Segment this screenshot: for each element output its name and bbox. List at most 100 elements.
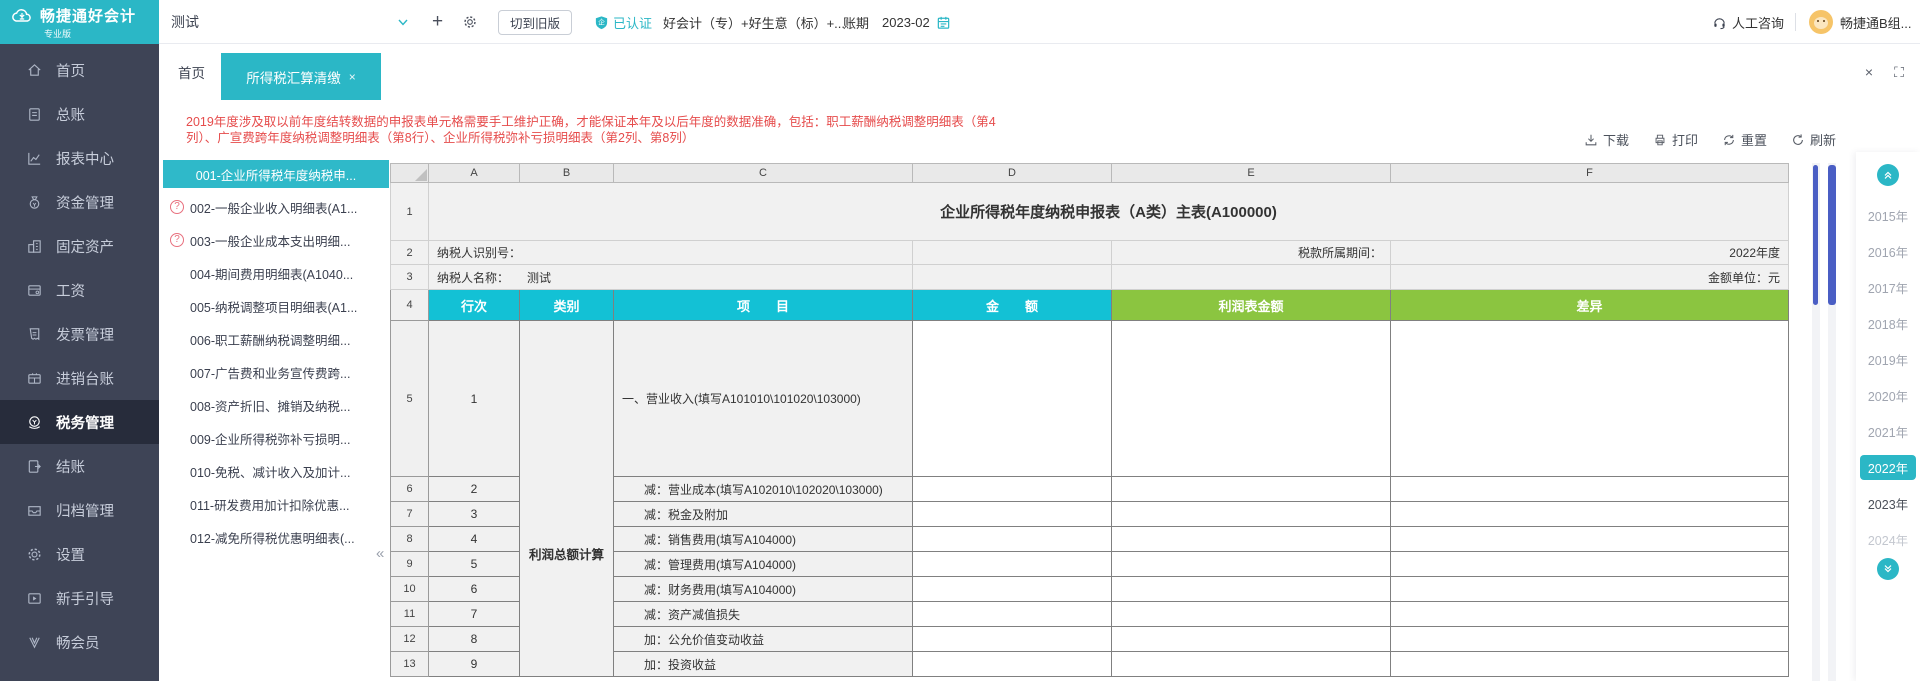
item-cell[interactable]: 加：公允价值变动收益 (613, 626, 913, 652)
header-amount[interactable]: 金 额 (912, 289, 1112, 321)
diff-cell[interactable] (1390, 501, 1789, 527)
year-item[interactable]: 2024年 (1856, 526, 1920, 552)
item-cell[interactable]: 减：营业成本(填写A102010\102020\103000) (613, 476, 913, 502)
sidebar-item-ledger[interactable]: 总账 (0, 92, 159, 136)
sidebar-item-fund[interactable]: 资金管理 (0, 180, 159, 224)
user-avatar[interactable] (1809, 10, 1833, 34)
add-workspace-button[interactable]: + (432, 11, 444, 32)
amount-cell[interactable] (912, 501, 1112, 527)
header-line-no[interactable]: 行次 (428, 289, 520, 321)
diff-cell[interactable] (1390, 626, 1789, 652)
category-merged-cell[interactable]: 利润总额计算 (519, 320, 614, 677)
col-header-f[interactable]: F (1390, 163, 1789, 183)
header-profit-amount[interactable]: 利润表金额 (1111, 289, 1391, 321)
sidebar-item-counter[interactable]: 进销台账 (0, 356, 159, 400)
report-list-item[interactable]: ? 009-企业所得税弥补亏损明... (163, 424, 389, 452)
sidebar-item-closing[interactable]: 结账 (0, 444, 159, 488)
diff-cell[interactable] (1390, 551, 1789, 577)
item-cell[interactable]: 减：税金及附加 (613, 501, 913, 527)
tab-income-tax-settlement[interactable]: 所得税汇算清缴 × (221, 53, 381, 100)
sheet-cell[interactable] (912, 240, 1112, 265)
workspace-chevron-down-icon[interactable] (396, 0, 410, 44)
year-item[interactable]: 2018年 (1856, 310, 1920, 336)
amount-cell[interactable] (912, 320, 1112, 477)
page-scrollbar-track[interactable] (1828, 163, 1836, 681)
item-cell[interactable]: 减：销售费用(填写A104000) (613, 526, 913, 552)
row-number-cell[interactable]: 6 (390, 476, 429, 502)
header-item[interactable]: 项 目 (613, 289, 913, 321)
item-cell[interactable]: 减：资产减值损失 (613, 601, 913, 627)
report-list-item[interactable]: ? 007-广告费和业务宣传费跨... (163, 358, 389, 386)
years-scroll-down-button[interactable] (1877, 558, 1899, 580)
print-button[interactable]: 打印 (1653, 130, 1698, 149)
page-scrollbar-thumb[interactable] (1828, 165, 1836, 305)
report-list-item[interactable]: ? 010-免税、减计收入及加计... (163, 457, 389, 485)
row-number-cell[interactable]: 8 (390, 526, 429, 552)
year-item[interactable]: 2016年 (1856, 238, 1920, 264)
line-no-cell[interactable]: 8 (428, 626, 520, 652)
tax-period-label[interactable]: 税款所属期间： (1111, 240, 1391, 265)
calendar-icon[interactable] (936, 15, 951, 30)
amount-cell[interactable] (912, 651, 1112, 677)
header-category[interactable]: 类别 (519, 289, 614, 321)
sidebar-item-guide[interactable]: 新手引导 (0, 576, 159, 620)
sidebar-item-tax[interactable]: 税务管理 (0, 400, 159, 444)
col-header-c[interactable]: C (613, 163, 913, 183)
sheet-cell[interactable] (912, 264, 1112, 290)
sidebar-item-report[interactable]: 报表中心 (0, 136, 159, 180)
years-scroll-up-button[interactable] (1877, 164, 1899, 186)
diff-cell[interactable] (1390, 576, 1789, 602)
diff-cell[interactable] (1390, 601, 1789, 627)
item-cell[interactable]: 一、营业收入(填写A101010\101020\103000) (613, 320, 913, 477)
line-no-cell[interactable]: 3 (428, 501, 520, 527)
profit-amount-cell[interactable] (1111, 601, 1391, 627)
report-list-item[interactable]: ? 005-纳税调整项目明细表(A1... (163, 292, 389, 320)
report-list-item[interactable]: ? 004-期间费用明细表(A1040... (163, 259, 389, 287)
tax-period-value[interactable]: 2022年度 (1390, 240, 1789, 265)
tab-home[interactable]: 首页 (178, 66, 205, 81)
line-no-cell[interactable]: 9 (428, 651, 520, 677)
report-list-item[interactable]: ? 001-企业所得税年度纳税申... (163, 160, 389, 188)
line-no-cell[interactable]: 7 (428, 601, 520, 627)
profit-amount-cell[interactable] (1111, 320, 1391, 477)
year-item[interactable]: 2015年 (1856, 202, 1920, 228)
reset-button[interactable]: 重置 (1722, 130, 1767, 149)
sidebar-item-home[interactable]: 首页 (0, 48, 159, 92)
certified-badge[interactable]: 已认证 (594, 0, 652, 44)
collapse-panel-handle[interactable]: « (376, 545, 385, 562)
row-number-cell[interactable]: 10 (390, 576, 429, 602)
row-number-cell[interactable]: 2 (390, 240, 429, 265)
year-item[interactable]: 2017年 (1856, 274, 1920, 300)
sheet-corner-cell[interactable] (390, 163, 429, 183)
workspace-name[interactable]: 测试 (171, 14, 199, 30)
amount-cell[interactable] (912, 526, 1112, 552)
year-item[interactable]: 2021年 (1856, 418, 1920, 444)
report-list-item[interactable]: ? 012-减免所得税优惠明细表(... (163, 523, 389, 551)
profit-amount-cell[interactable] (1111, 476, 1391, 502)
diff-cell[interactable] (1390, 476, 1789, 502)
gear-icon[interactable] (462, 0, 478, 44)
sidebar-item-asset[interactable]: 固定资产 (0, 224, 159, 268)
col-header-b[interactable]: B (519, 163, 614, 183)
col-header-d[interactable]: D (912, 163, 1112, 183)
row-number-cell[interactable]: 12 (390, 626, 429, 652)
row-number-cell[interactable]: 3 (390, 264, 429, 290)
sidebar-item-settings[interactable]: 设置 (0, 532, 159, 576)
row-number-cell[interactable]: 9 (390, 551, 429, 577)
diff-cell[interactable] (1390, 651, 1789, 677)
sidebar-item-member[interactable]: 畅会员 (0, 620, 159, 664)
profit-amount-cell[interactable] (1111, 526, 1391, 552)
line-no-cell[interactable]: 5 (428, 551, 520, 577)
amount-cell[interactable] (912, 576, 1112, 602)
report-list-item[interactable]: ? 002-一般企业收入明细表(A1... (163, 193, 389, 221)
sidebar-item-wage[interactable]: 工资 (0, 268, 159, 312)
year-item[interactable]: 2020年 (1856, 382, 1920, 408)
row-number-cell[interactable]: 13 (390, 651, 429, 677)
year-item[interactable]: 2022年 (1856, 454, 1920, 480)
profit-amount-cell[interactable] (1111, 501, 1391, 527)
row-number-cell[interactable]: 1 (390, 182, 429, 241)
report-list-item[interactable]: ? 011-研发费用加计扣除优惠... (163, 490, 389, 518)
year-item[interactable]: 2019年 (1856, 346, 1920, 372)
col-header-a[interactable]: A (428, 163, 520, 183)
line-no-cell[interactable]: 2 (428, 476, 520, 502)
